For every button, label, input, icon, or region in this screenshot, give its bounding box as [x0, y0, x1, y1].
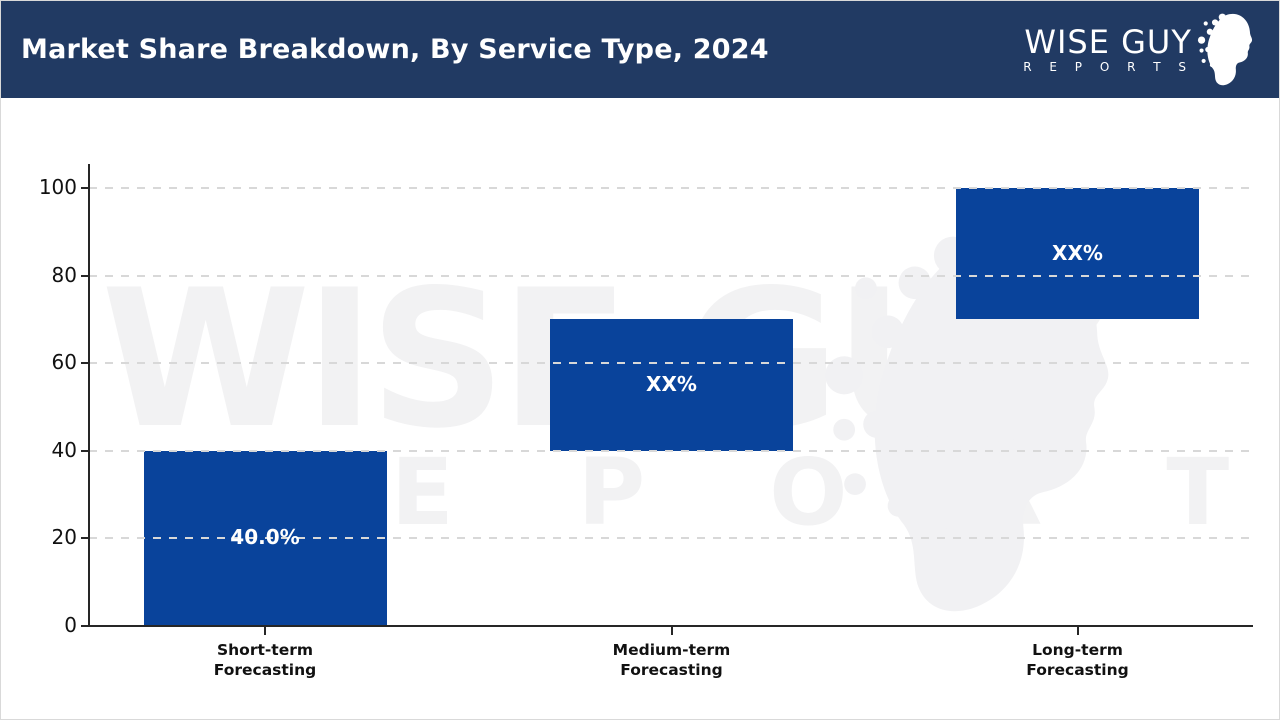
brand-logo-text: WISE GUY R E P O R T S — [1023, 25, 1193, 74]
brand-name: WISE GUY — [1024, 23, 1192, 61]
gridline-100 — [89, 187, 1253, 189]
bar-value-label: XX% — [1052, 240, 1103, 265]
header-bar: Market Share Breakdown, By Service Type,… — [1, 1, 1279, 98]
x-category-label: Long-term Forecasting — [1026, 641, 1129, 679]
dotted-head-profile-icon — [1197, 13, 1253, 85]
bar-segment-2 — [956, 188, 1199, 320]
y-tick-label: 60 — [51, 350, 77, 375]
y-tick-label: 100 — [38, 175, 77, 199]
x-axis-line — [88, 625, 1253, 627]
x-category-label: Medium-term Forecasting — [612, 641, 731, 679]
y-tick-label: 80 — [51, 262, 77, 287]
gridline-40 — [89, 449, 1253, 452]
brand-logo: WISE GUY R E P O R T S — [1023, 11, 1255, 89]
y-tick-label: 20 — [51, 525, 77, 550]
y-tick-label: 40 — [51, 437, 77, 462]
bar-value-label: 40.0% — [230, 525, 300, 550]
bar-segment-1 — [550, 319, 793, 451]
y-axis-line — [88, 164, 90, 627]
x-category-label: Short-term Forecasting — [213, 641, 317, 679]
x-tick-mark — [1076, 627, 1079, 635]
page-title: Market Share Breakdown, By Service Type,… — [21, 34, 769, 65]
x-tick-mark — [264, 627, 266, 635]
x-tick-mark — [670, 627, 673, 635]
y-tick-mark — [81, 625, 89, 627]
y-tick-mark — [81, 537, 89, 540]
y-tick-mark — [81, 274, 89, 277]
bar-value-label: XX% — [646, 372, 697, 397]
y-tick-mark — [81, 187, 89, 189]
y-tick-mark — [81, 449, 89, 452]
gridline-80 — [89, 274, 1253, 277]
y-tick-mark — [81, 362, 89, 365]
y-tick-label: 0 — [64, 613, 77, 637]
brand-subname: R E P O R T S — [1023, 60, 1193, 74]
watermark-head-profile-icon — [825, 236, 1109, 612]
gridline-20 — [89, 537, 1253, 540]
gridline-60 — [89, 362, 1253, 365]
